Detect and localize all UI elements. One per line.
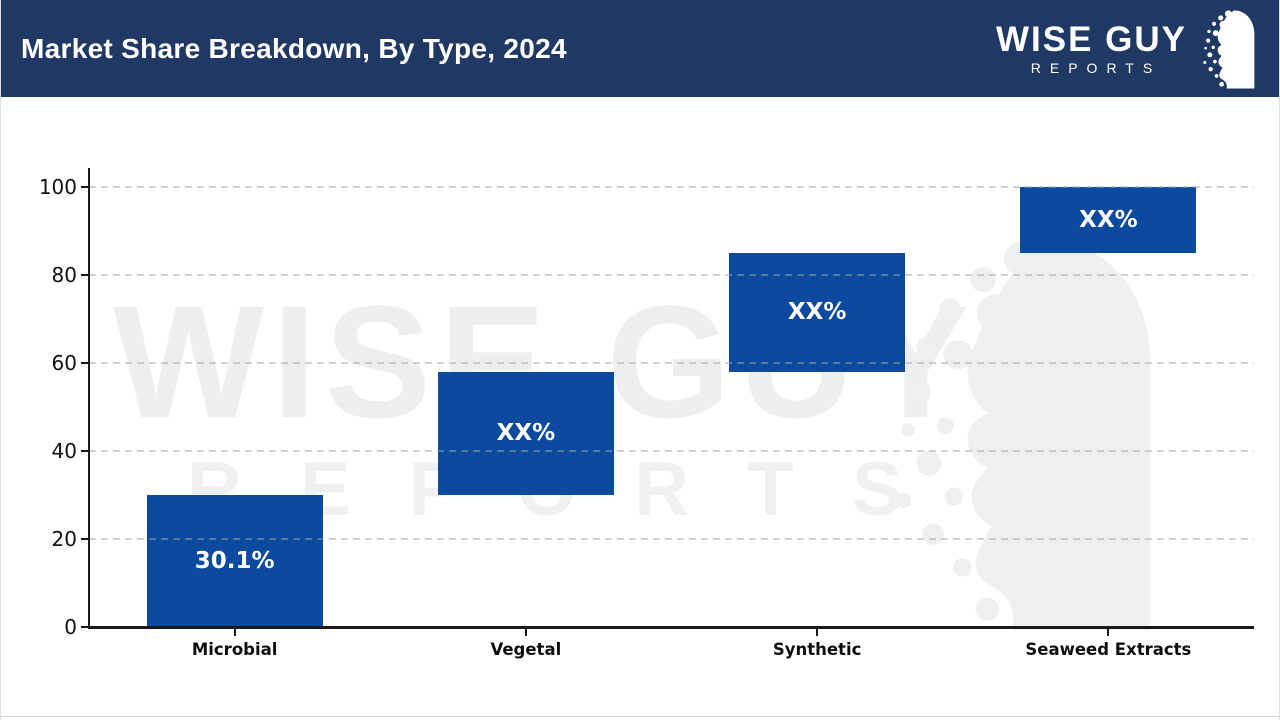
y-tick-label-20: 20 [51, 527, 77, 551]
bar-vegetal [437, 371, 614, 495]
x-tick-mark-3 [1107, 628, 1110, 636]
logo-wordmark: WISE GUY [995, 20, 1187, 59]
logo-subtext: REPORTS [1030, 60, 1162, 76]
x-category-label-2: Synthetic [772, 640, 862, 659]
y-tick-label-80: 80 [51, 263, 77, 287]
bar-value-label: XX% [1079, 207, 1138, 233]
watermark-head-icon [896, 242, 1150, 631]
y-tick-label-60: 60 [51, 351, 77, 375]
bar-seaweed-extracts [1020, 187, 1197, 253]
x-tick-mark-0 [233, 628, 236, 636]
y-tick-label-40: 40 [51, 439, 77, 463]
y-tick-mark-40 [81, 450, 89, 452]
y-axis-line [88, 168, 90, 629]
x-axis-line [88, 626, 1254, 629]
bar-value-label: XX% [496, 420, 556, 447]
bar-microbial [146, 494, 323, 627]
wiseguy-head-icon [1203, 10, 1255, 89]
gridline-60 [89, 362, 1254, 364]
wiseguy-logo: WISE GUY REPORTS [996, 6, 1269, 92]
x-tick-mark-1 [524, 628, 527, 636]
x-tick-mark-2 [816, 628, 819, 636]
y-tick-mark-60 [81, 362, 89, 364]
x-category-label-3: Seaweed Extracts [1025, 640, 1192, 659]
gridline-40 [89, 450, 1254, 452]
bar-value-label: XX% [787, 299, 847, 326]
y-tick-mark-0 [81, 626, 89, 628]
header-bar: Market Share Breakdown, By Type, 2024 WI… [1, 0, 1279, 97]
y-tick-mark-100 [81, 186, 89, 188]
x-category-label-1: Vegetal [490, 640, 562, 659]
gridline-20 [89, 538, 1254, 540]
gridline-80 [89, 274, 1254, 276]
y-tick-mark-80 [81, 274, 89, 276]
gridline-100 [89, 186, 1254, 188]
bar-value-label: 30.1% [194, 547, 275, 574]
y-tick-mark-20 [81, 538, 89, 540]
y-tick-label-100: 100 [38, 175, 77, 199]
x-category-label-0: Microbial [191, 640, 278, 659]
page-title: Market Share Breakdown, By Type, 2024 [21, 32, 567, 64]
y-tick-label-0: 0 [64, 615, 77, 639]
bar-synthetic [729, 253, 906, 372]
logo-text: WISE GUY REPORTS [996, 22, 1187, 76]
bottom-border [1, 716, 1279, 717]
